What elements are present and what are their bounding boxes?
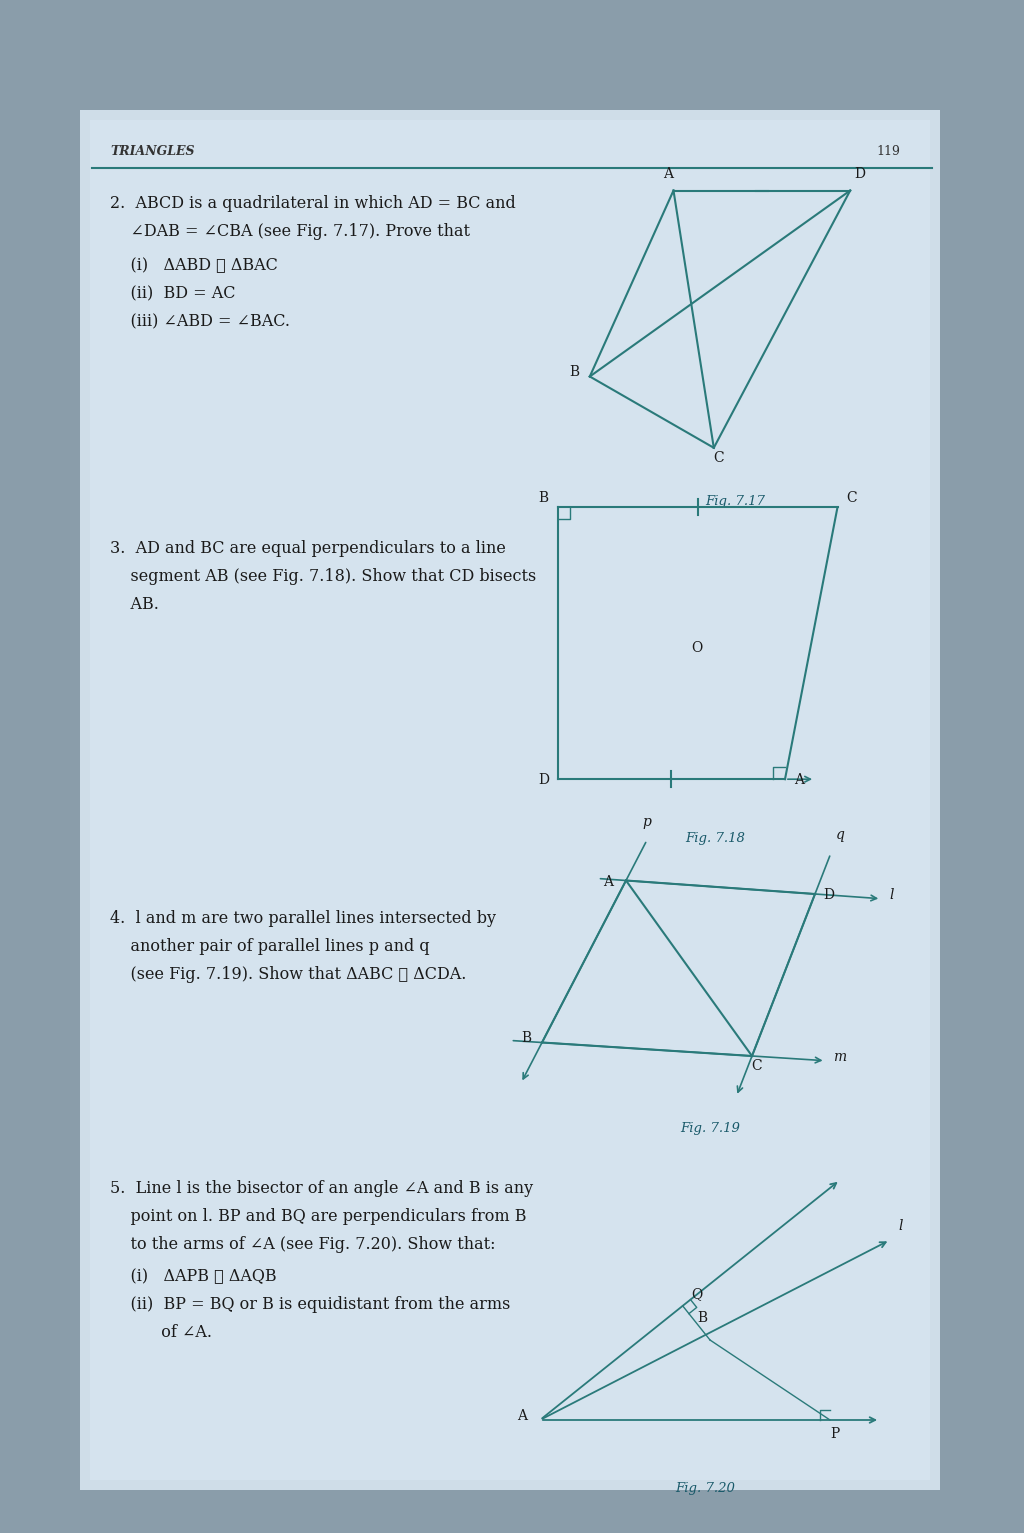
Text: (i)   ΔABD ≅ ΔBAC: (i) ΔABD ≅ ΔBAC xyxy=(110,258,278,274)
Text: A: A xyxy=(603,874,613,889)
Text: p: p xyxy=(642,816,651,829)
Text: m: m xyxy=(834,1050,847,1064)
Text: (ii)  BP = BQ or B is equidistant from the arms: (ii) BP = BQ or B is equidistant from th… xyxy=(110,1295,510,1312)
Text: B: B xyxy=(569,365,580,380)
Text: C: C xyxy=(752,1059,762,1073)
Text: point on l. BP and BQ are perpendiculars from B: point on l. BP and BQ are perpendiculars… xyxy=(110,1208,526,1225)
Text: A: A xyxy=(664,167,674,181)
Text: AB.: AB. xyxy=(110,596,159,613)
Text: l: l xyxy=(898,1219,902,1233)
Text: C: C xyxy=(714,451,724,464)
FancyBboxPatch shape xyxy=(90,120,930,1479)
Text: Fig. 7.19: Fig. 7.19 xyxy=(680,1122,740,1134)
Text: another pair of parallel lines p and q: another pair of parallel lines p and q xyxy=(110,938,430,955)
Text: segment AB (see Fig. 7.18). Show that CD bisects: segment AB (see Fig. 7.18). Show that CD… xyxy=(110,569,537,586)
Text: (see Fig. 7.19). Show that ΔABC ≅ ΔCDA.: (see Fig. 7.19). Show that ΔABC ≅ ΔCDA. xyxy=(110,966,466,983)
Text: B: B xyxy=(521,1032,531,1046)
Text: TRIANGLES: TRIANGLES xyxy=(110,146,195,158)
Text: ∠DAB = ∠CBA (see Fig. 7.17). Prove that: ∠DAB = ∠CBA (see Fig. 7.17). Prove that xyxy=(110,222,470,241)
Text: Fig. 7.20: Fig. 7.20 xyxy=(675,1482,735,1495)
Text: l: l xyxy=(889,888,894,901)
Text: (iii) ∠ABD = ∠BAC.: (iii) ∠ABD = ∠BAC. xyxy=(110,313,290,330)
Text: A: A xyxy=(794,773,804,788)
Text: q: q xyxy=(836,828,845,843)
Text: P: P xyxy=(830,1427,840,1441)
Text: Q: Q xyxy=(691,1286,702,1302)
Text: D: D xyxy=(855,167,865,181)
Text: (i)   ΔAPB ≅ ΔAQB: (i) ΔAPB ≅ ΔAQB xyxy=(110,1268,276,1285)
Text: C: C xyxy=(846,491,857,506)
Text: 5.  Line l is the bisector of an angle ∠A and B is any: 5. Line l is the bisector of an angle ∠A… xyxy=(110,1180,534,1197)
Text: 3.  AD and BC are equal perpendiculars to a line: 3. AD and BC are equal perpendiculars to… xyxy=(110,540,506,556)
Text: (ii)  BD = AC: (ii) BD = AC xyxy=(110,285,236,302)
Text: Fig. 7.17: Fig. 7.17 xyxy=(706,495,765,507)
Text: to the arms of ∠A (see Fig. 7.20). Show that:: to the arms of ∠A (see Fig. 7.20). Show … xyxy=(110,1236,496,1252)
Text: B: B xyxy=(697,1311,707,1325)
Text: Fig. 7.18: Fig. 7.18 xyxy=(685,832,744,845)
Text: B: B xyxy=(539,491,549,506)
Text: D: D xyxy=(538,773,549,788)
Text: 119: 119 xyxy=(877,146,900,158)
Text: 2.  ABCD is a quadrilateral in which AD = BC and: 2. ABCD is a quadrilateral in which AD =… xyxy=(110,195,516,212)
Text: 4.  l and m are two parallel lines intersected by: 4. l and m are two parallel lines inters… xyxy=(110,911,496,927)
Text: O: O xyxy=(691,641,702,655)
FancyBboxPatch shape xyxy=(80,110,940,1490)
Text: D: D xyxy=(823,888,835,901)
Text: of ∠A.: of ∠A. xyxy=(110,1325,212,1341)
Text: A: A xyxy=(517,1409,527,1423)
